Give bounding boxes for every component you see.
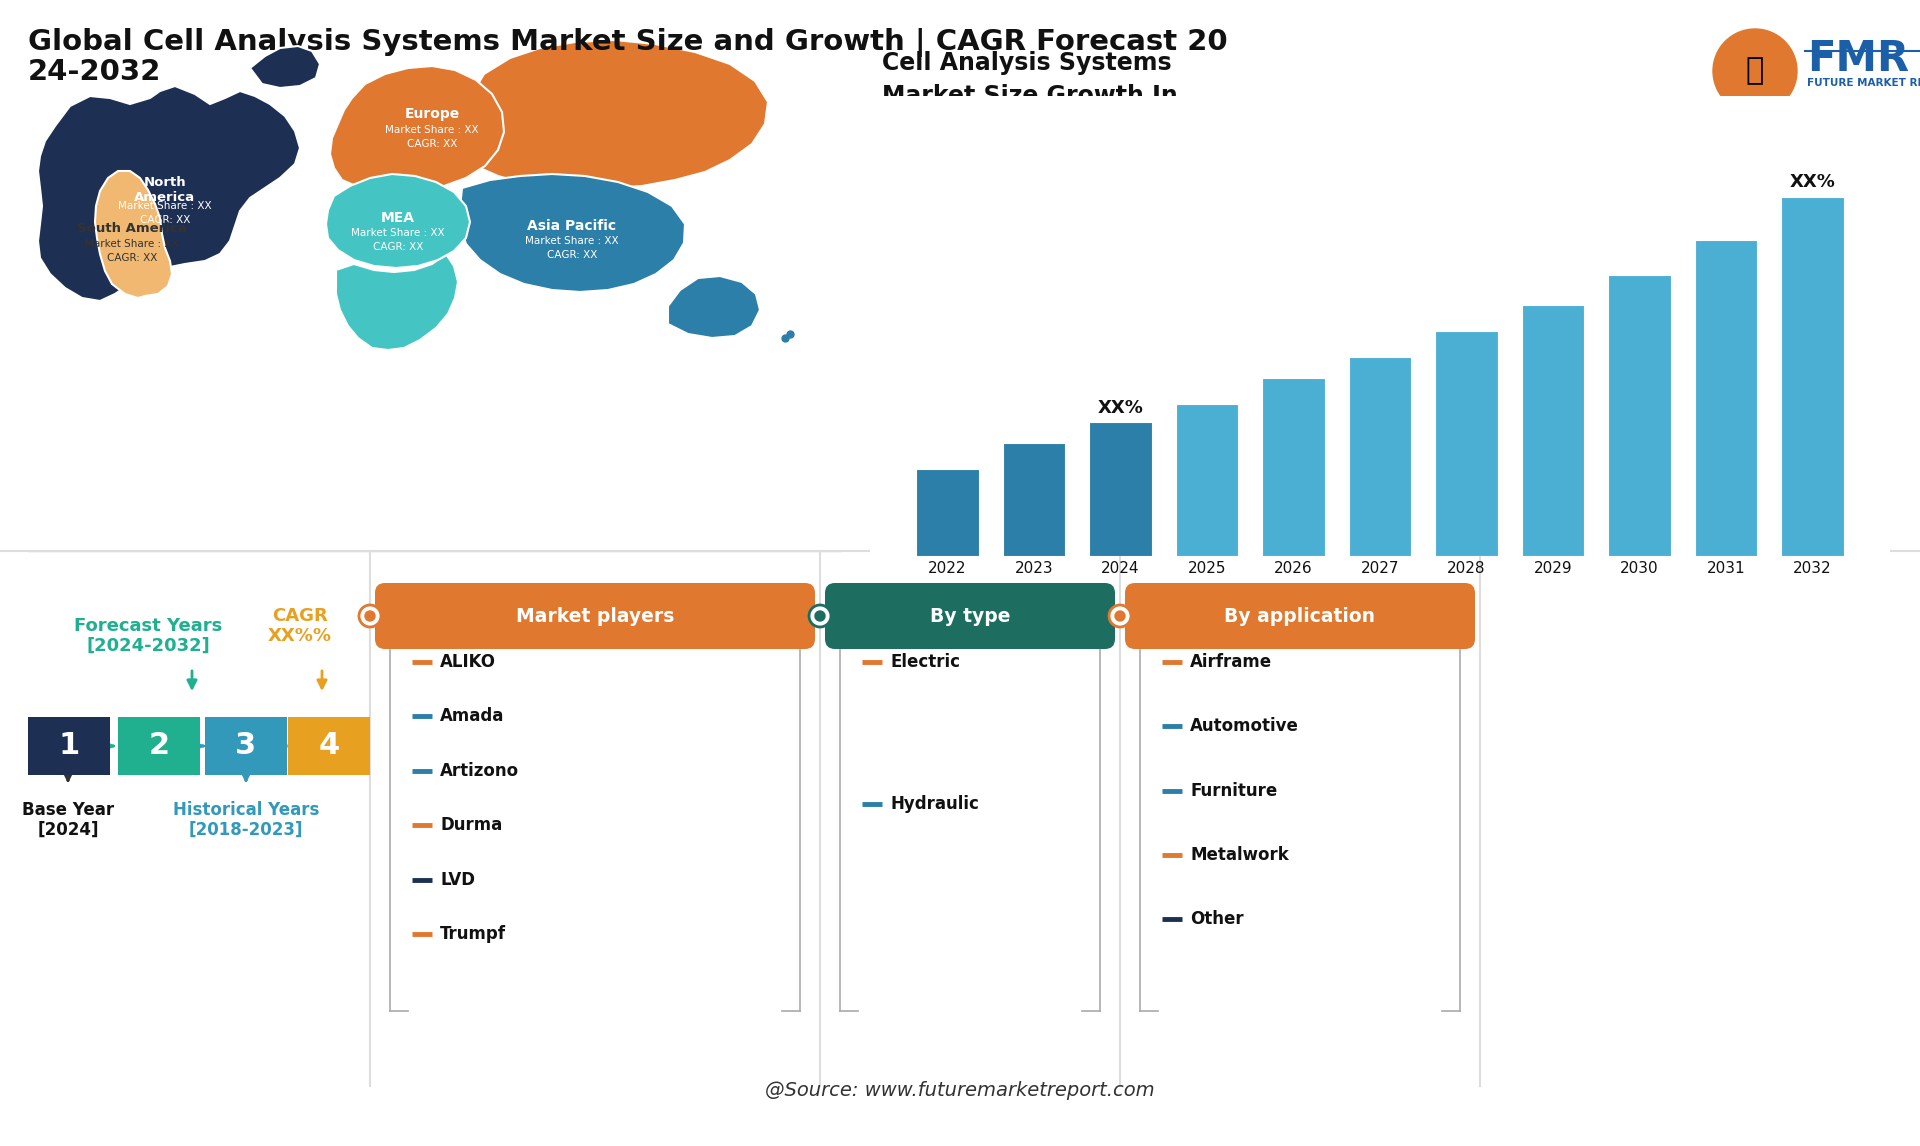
- FancyBboxPatch shape: [288, 717, 371, 775]
- Polygon shape: [336, 254, 459, 350]
- Polygon shape: [459, 40, 768, 188]
- Bar: [1089, 422, 1152, 556]
- Text: FMR: FMR: [1807, 38, 1908, 80]
- Text: Base Year: Base Year: [21, 801, 113, 819]
- Text: Amada: Amada: [440, 707, 505, 725]
- Text: Hydraulic: Hydraulic: [891, 794, 979, 813]
- Text: Historical Years: Historical Years: [173, 801, 319, 819]
- Text: Trumpf: Trumpf: [440, 925, 507, 943]
- Text: FUTURE MARKET REPORT: FUTURE MARKET REPORT: [1807, 78, 1920, 88]
- Bar: [1609, 275, 1670, 556]
- FancyBboxPatch shape: [374, 583, 814, 649]
- Text: Market Share : XX: Market Share : XX: [119, 201, 211, 211]
- Text: Market players: Market players: [516, 606, 674, 626]
- FancyBboxPatch shape: [29, 717, 109, 775]
- Text: CAGR: XX: CAGR: XX: [372, 242, 422, 252]
- Text: XX%: XX%: [1098, 399, 1144, 417]
- Text: 2: 2: [148, 731, 169, 761]
- Bar: [1782, 197, 1843, 556]
- Circle shape: [808, 605, 831, 627]
- Polygon shape: [668, 276, 760, 338]
- FancyBboxPatch shape: [826, 583, 1116, 649]
- FancyBboxPatch shape: [1125, 583, 1475, 649]
- Text: Europe: Europe: [405, 107, 459, 121]
- Text: Other: Other: [1190, 910, 1244, 928]
- Polygon shape: [330, 66, 503, 191]
- Text: Electric: Electric: [891, 653, 960, 672]
- Polygon shape: [461, 174, 685, 292]
- Text: Automotive: Automotive: [1190, 717, 1298, 736]
- Text: 24-2032: 24-2032: [29, 58, 161, 86]
- Text: Market Share : XX: Market Share : XX: [84, 240, 179, 249]
- Text: Metalwork: Metalwork: [1190, 846, 1288, 864]
- Bar: [1261, 378, 1325, 556]
- Polygon shape: [94, 171, 173, 298]
- FancyBboxPatch shape: [205, 717, 286, 775]
- Text: By application: By application: [1225, 606, 1375, 626]
- Text: XX%: XX%: [1789, 173, 1836, 191]
- Text: 3: 3: [236, 731, 257, 761]
- FancyBboxPatch shape: [117, 717, 200, 775]
- Text: CAGR: CAGR: [273, 607, 328, 625]
- Circle shape: [365, 611, 374, 621]
- Text: Forecast Years: Forecast Years: [73, 617, 223, 635]
- Polygon shape: [38, 86, 300, 301]
- Bar: [1002, 444, 1066, 556]
- Text: [2024]: [2024]: [36, 821, 98, 839]
- Bar: [916, 470, 979, 556]
- Text: CAGR: XX: CAGR: XX: [108, 253, 157, 262]
- Text: Cell Analysis Systems
Market Size Growth In
Bln or Mln: Cell Analysis Systems Market Size Growth…: [881, 52, 1177, 140]
- Text: South America: South America: [77, 221, 186, 235]
- Text: XX%%: XX%%: [269, 627, 332, 645]
- Text: Market Share : XX: Market Share : XX: [351, 228, 445, 238]
- Text: Market Share : XX: Market Share : XX: [526, 236, 618, 246]
- Polygon shape: [326, 174, 470, 268]
- Text: 4: 4: [319, 731, 340, 761]
- Text: North
America: North America: [134, 176, 196, 204]
- Text: Airframe: Airframe: [1190, 653, 1273, 672]
- Circle shape: [1110, 605, 1131, 627]
- Bar: [1523, 305, 1584, 556]
- Circle shape: [1713, 29, 1797, 113]
- Bar: [1350, 356, 1411, 556]
- Polygon shape: [250, 46, 321, 88]
- Text: 👤: 👤: [1745, 56, 1764, 86]
- Text: ALIKO: ALIKO: [440, 653, 495, 672]
- Text: [2018-2023]: [2018-2023]: [188, 821, 303, 839]
- Text: 1: 1: [58, 731, 79, 761]
- Text: Market Share : XX: Market Share : XX: [386, 125, 478, 135]
- Text: [2024-2032]: [2024-2032]: [86, 637, 209, 656]
- Circle shape: [359, 605, 380, 627]
- Bar: [1175, 405, 1238, 556]
- Text: @Source: www.futuremarketreport.com: @Source: www.futuremarketreport.com: [766, 1082, 1154, 1100]
- Text: Artizono: Artizono: [440, 762, 518, 780]
- Circle shape: [814, 611, 826, 621]
- Text: Furniture: Furniture: [1190, 782, 1277, 800]
- Text: Asia Pacific: Asia Pacific: [528, 219, 616, 233]
- Bar: [1436, 331, 1498, 556]
- Text: CAGR: XX: CAGR: XX: [140, 215, 190, 225]
- Text: MEA: MEA: [380, 211, 415, 225]
- Bar: [1695, 240, 1757, 556]
- Text: Global Cell Analysis Systems Market Size and Growth | CAGR Forecast 20: Global Cell Analysis Systems Market Size…: [29, 28, 1227, 57]
- Text: By type: By type: [929, 606, 1010, 626]
- Text: CAGR: XX: CAGR: XX: [407, 139, 457, 149]
- Text: CAGR: XX: CAGR: XX: [547, 250, 597, 260]
- Text: Durma: Durma: [440, 816, 503, 834]
- Text: LVD: LVD: [440, 871, 474, 889]
- Circle shape: [1116, 611, 1125, 621]
